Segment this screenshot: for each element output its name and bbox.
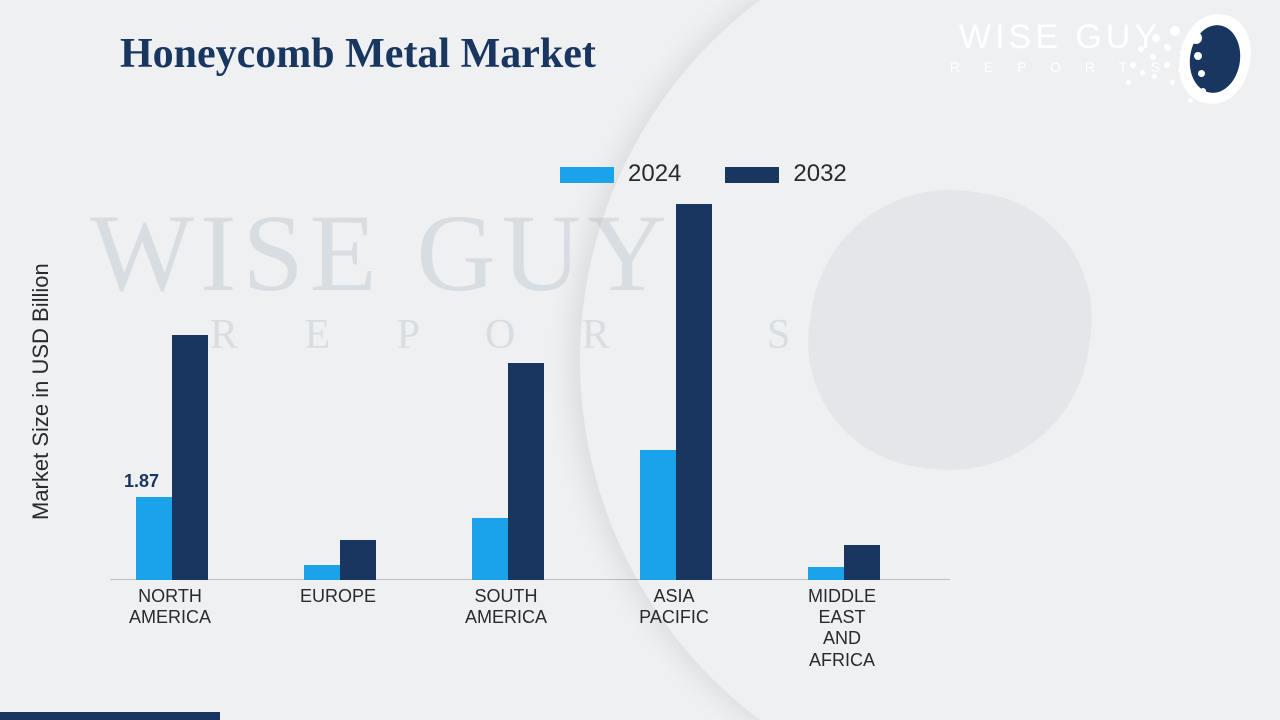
x-axis-label: MIDDLEEASTANDAFRICA	[772, 586, 912, 671]
bar-2024	[640, 450, 676, 580]
bar-2032	[172, 335, 208, 580]
bar-2032	[676, 204, 712, 580]
plot-area	[110, 160, 950, 580]
chart-canvas: WISE GUY R E P O R T S Honeycomb Metal M…	[0, 0, 1280, 720]
bottom-accent-bar	[0, 712, 220, 720]
x-axis-label: NORTHAMERICA	[100, 586, 240, 628]
bar-2024	[136, 497, 172, 580]
bar-2024	[808, 567, 844, 580]
x-axis-label: SOUTHAMERICA	[436, 586, 576, 628]
bar-2024	[472, 518, 508, 580]
bar-2032	[508, 363, 544, 580]
y-axis-label: Market Size in USD Billion	[28, 263, 54, 520]
bar-2032	[340, 540, 376, 580]
x-axis-label: EUROPE	[268, 586, 408, 607]
brand-dots-icon	[1120, 22, 1210, 112]
data-label: 1.87	[124, 471, 159, 492]
page-title: Honeycomb Metal Market	[120, 30, 596, 78]
bar-2032	[844, 545, 880, 580]
x-axis-label: ASIAPACIFIC	[604, 586, 744, 628]
bar-2024	[304, 565, 340, 580]
